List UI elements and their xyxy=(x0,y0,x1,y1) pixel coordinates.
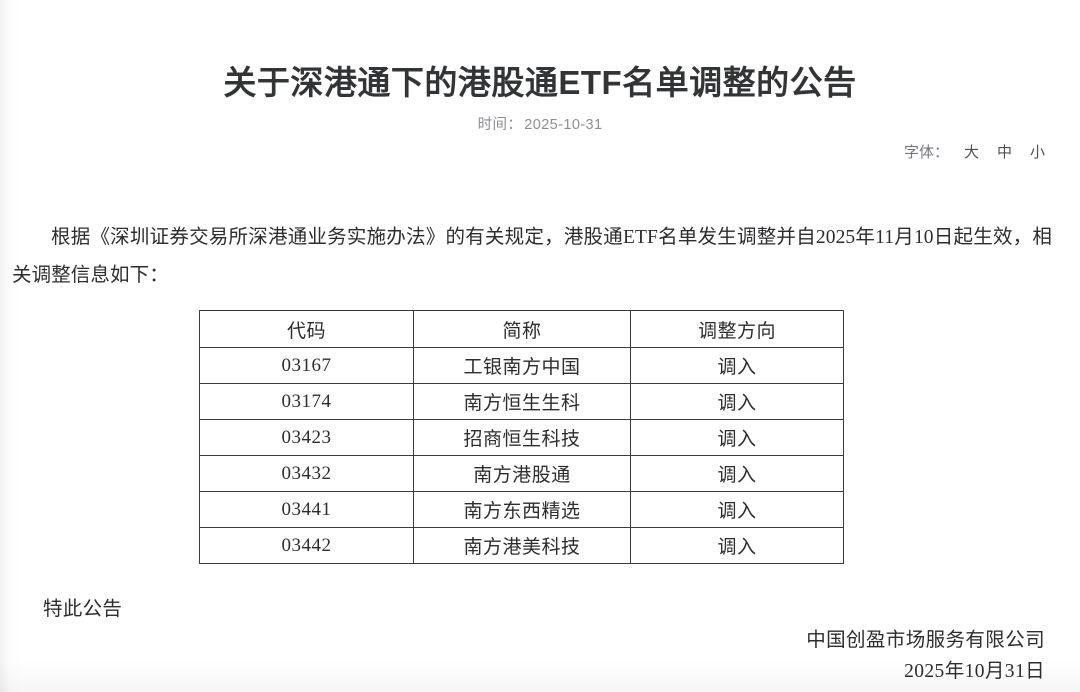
signature-date: 2025年10月31日 xyxy=(904,661,1045,682)
cell-code: 03167 xyxy=(199,347,414,384)
adjustment-table-wrapper: 代码 简称 调整方向 03167 工银南方中国 调入 03174 南方恒生生科 … xyxy=(199,310,844,564)
cell-name: 南方港股通 xyxy=(413,455,631,492)
closing-statement: 特此公告 xyxy=(43,599,123,620)
publish-time-value: 2025-10-31 xyxy=(524,117,603,133)
publish-time-label: 时间： xyxy=(477,117,523,133)
font-size-option-small[interactable]: 小 xyxy=(1029,144,1045,161)
table-header-row: 代码 简称 调整方向 xyxy=(199,310,844,348)
cell-name: 南方港美科技 xyxy=(413,527,631,564)
cell-direction: 调入 xyxy=(630,383,844,420)
cell-direction: 调入 xyxy=(630,347,844,384)
signature-organization: 中国创盈市场服务有限公司 xyxy=(806,630,1045,651)
cell-direction: 调入 xyxy=(630,527,844,564)
cell-name: 南方恒生生科 xyxy=(413,383,631,420)
cell-code: 03423 xyxy=(199,419,414,456)
table-row: 03441 南方东西精选 调入 xyxy=(199,491,844,528)
cell-code: 03174 xyxy=(199,383,414,420)
column-header-direction: 调整方向 xyxy=(630,310,844,348)
cell-direction: 调入 xyxy=(630,419,844,456)
page-title: 关于深港通下的港股通ETF名单调整的公告 xyxy=(223,64,857,102)
font-size-label: 字体： xyxy=(903,144,949,161)
font-size-option-medium[interactable]: 中 xyxy=(996,144,1012,161)
column-header-name: 简称 xyxy=(413,310,631,348)
announcement-body: 根据《深圳证券交易所深港通业务实施办法》的有关规定，港股通ETF名单发生调整并自… xyxy=(12,226,1052,286)
table-row: 03174 南方恒生生科 调入 xyxy=(199,383,844,420)
cell-direction: 调入 xyxy=(630,491,844,528)
publish-time: 时间： 2025-10-31 xyxy=(0,113,1080,134)
cell-name: 南方东西精选 xyxy=(413,491,631,528)
signature-block: 中国创盈市场服务有限公司 2025年10月31日 xyxy=(806,625,1045,687)
cell-name: 工银南方中国 xyxy=(413,347,631,384)
table-row: 03167 工银南方中国 调入 xyxy=(199,347,844,384)
cell-code: 03442 xyxy=(199,527,414,564)
column-header-code: 代码 xyxy=(199,310,414,348)
table-row: 03423 招商恒生科技 调入 xyxy=(199,419,844,456)
cell-direction: 调入 xyxy=(630,455,844,492)
adjustment-table: 代码 简称 调整方向 03167 工银南方中国 调入 03174 南方恒生生科 … xyxy=(199,310,844,564)
font-size-option-large[interactable]: 大 xyxy=(963,144,979,161)
table-row: 03442 南方港美科技 调入 xyxy=(199,527,844,564)
cell-code: 03432 xyxy=(199,455,414,492)
table-row: 03432 南方港股通 调入 xyxy=(199,455,844,492)
font-size-control: 字体： 大 中 小 xyxy=(904,141,1052,162)
cell-code: 03441 xyxy=(199,491,414,528)
cell-name: 招商恒生科技 xyxy=(413,419,631,456)
